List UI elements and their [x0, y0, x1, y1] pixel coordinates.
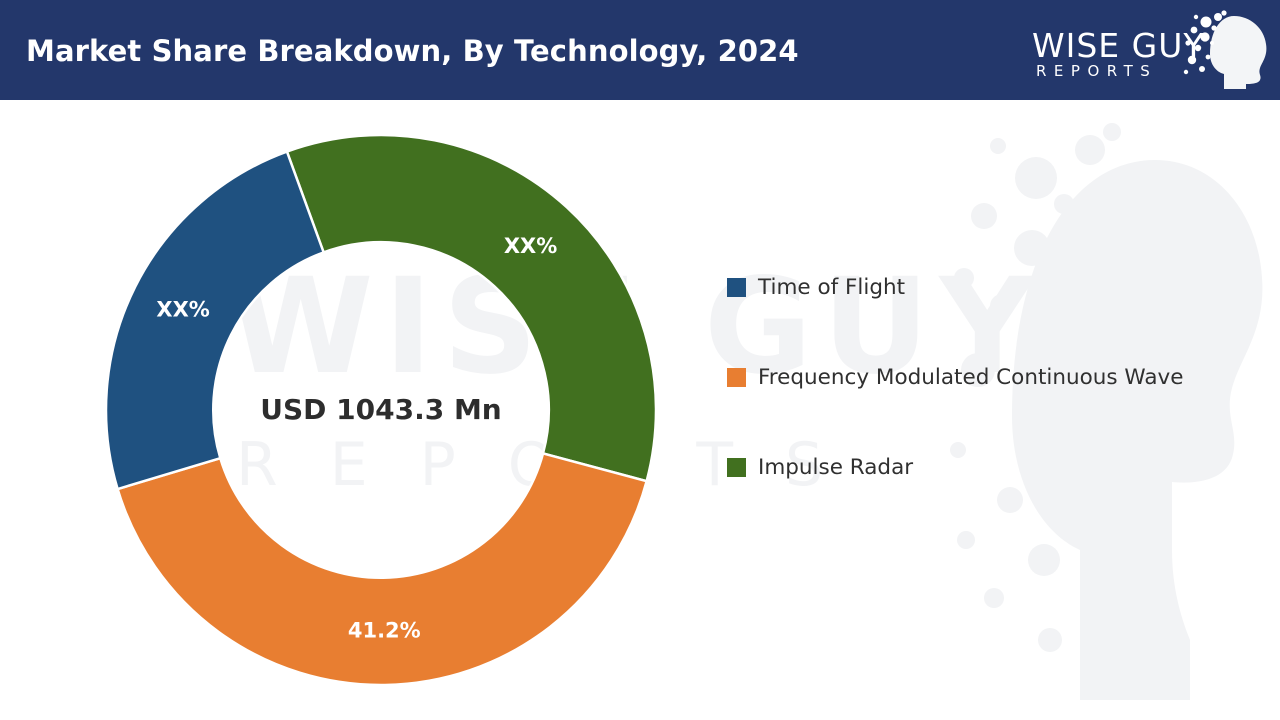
- legend-label: Frequency Modulated Continuous Wave: [758, 364, 1184, 390]
- slice-label-impulse-radar: XX%: [504, 234, 557, 258]
- chart-area: WISE GUY REPORTS: [0, 100, 1280, 720]
- legend-label: Time of Flight: [758, 274, 906, 300]
- brand-logo: WISE GUY REPORTS: [1006, 8, 1274, 92]
- legend-swatch-icon: [727, 277, 746, 297]
- legend-swatch-icon: [727, 367, 746, 387]
- legend-item-impulse-radar[interactable]: Impulse Radar: [727, 422, 1272, 512]
- legend: Time of Flight Frequency Modulated Conti…: [727, 242, 1272, 512]
- wise-guy-head-icon: [1183, 10, 1267, 89]
- legend-item-time-of-flight[interactable]: Time of Flight: [727, 242, 1272, 332]
- page-title: Market Share Breakdown, By Technology, 2…: [26, 34, 799, 68]
- donut-center-value: USD 1043.3 Mn: [260, 393, 502, 426]
- legend-label: Impulse Radar: [758, 454, 914, 480]
- logo-wordmark: WISE GUY: [1032, 26, 1205, 65]
- legend-swatch-icon: [727, 457, 746, 477]
- slice-label-time-of-flight: XX%: [156, 298, 209, 322]
- donut-slice-frequency-modulated-continuous-wave[interactable]: [116, 451, 649, 685]
- logo-subword: REPORTS: [1036, 62, 1158, 80]
- slice-label-frequency-modulated-continuous-wave: 41.2%: [348, 618, 421, 642]
- donut-chart: XX% 41.2% XX% USD 1043.3 Mn: [106, 135, 656, 685]
- donut-chart-svg: XX% 41.2% XX%: [106, 135, 656, 685]
- donut-slice-time-of-flight[interactable]: [106, 149, 326, 491]
- legend-item-frequency-modulated-continuous-wave[interactable]: Frequency Modulated Continuous Wave: [727, 332, 1272, 422]
- donut-slice-impulse-radar[interactable]: [285, 135, 656, 483]
- header-bar: Market Share Breakdown, By Technology, 2…: [0, 0, 1280, 100]
